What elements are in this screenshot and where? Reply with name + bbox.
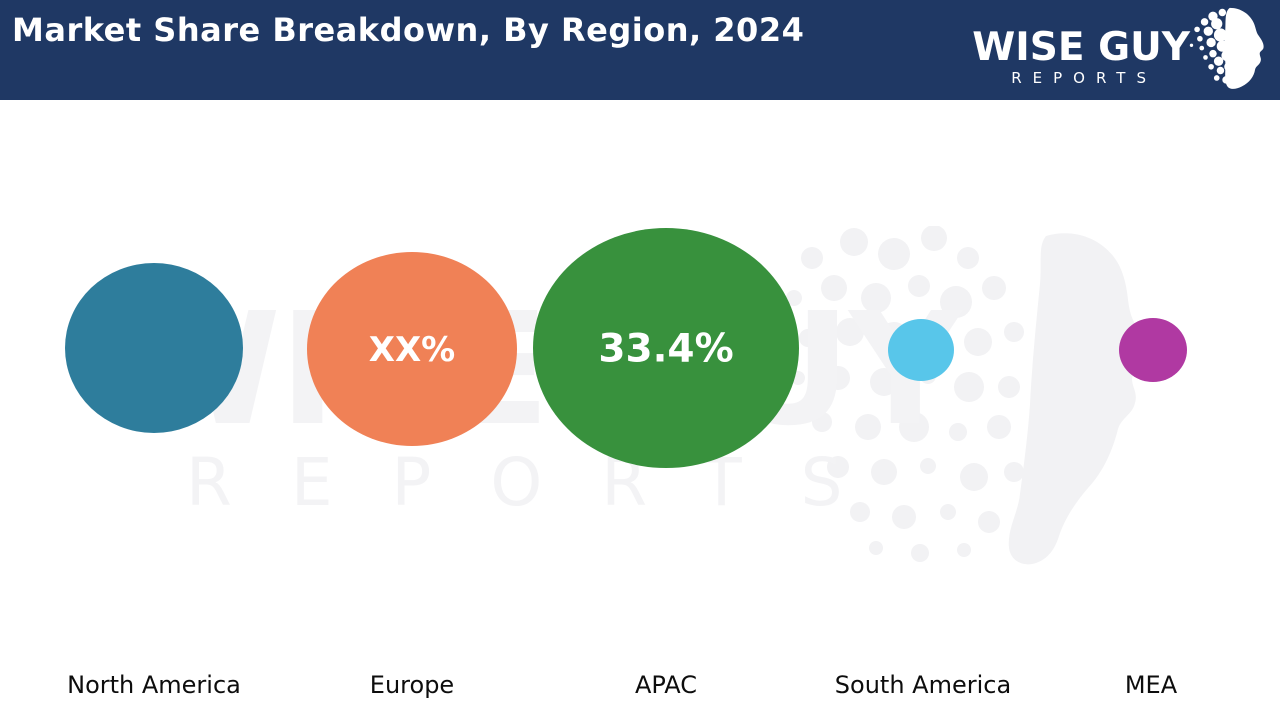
bubble-mea: [1119, 318, 1187, 382]
bubble-label-apac: 33.4%: [598, 326, 734, 372]
bubble-north-america: [65, 263, 243, 433]
wiseguy-logo-sub: REPORTS: [1011, 68, 1157, 87]
category-label-europe: Europe: [369, 671, 455, 699]
watermark-reports-text: REPORTS: [186, 444, 902, 521]
bubble-label-europe: XX%: [368, 330, 456, 370]
category-label-apac: APAC: [634, 671, 698, 699]
header-bar: Market Share Breakdown, By Region, 2024 …: [0, 0, 1280, 100]
wiseguy-face-icon: [1189, 7, 1264, 89]
bubble-europe: [307, 252, 517, 446]
wiseguy-logo: WISE GUY REPORTS: [972, 6, 1270, 92]
watermark-face-icon: [786, 226, 1146, 565]
category-label-south-america: South America: [834, 671, 1012, 699]
bubble-apac: [533, 228, 799, 468]
category-label-north-america: North America: [67, 671, 241, 699]
category-label-mea: MEA: [1124, 671, 1178, 699]
page-title: Market Share Breakdown, By Region, 2024: [12, 11, 805, 49]
wiseguy-logo-text: WISE GUY REPORTS: [972, 28, 1190, 87]
bubble-south-america: [888, 319, 954, 381]
wiseguy-logo-name: WISE GUY: [972, 24, 1190, 70]
